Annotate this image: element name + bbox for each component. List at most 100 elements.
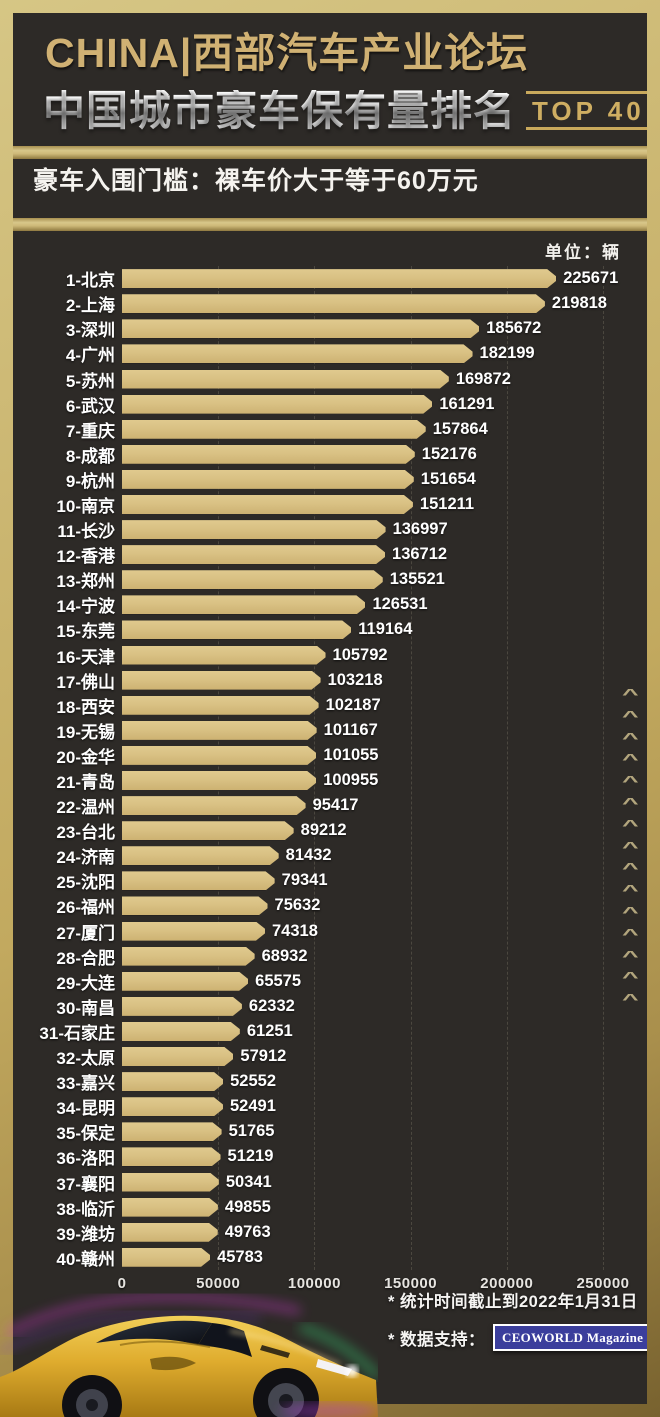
bar-track: 161291: [122, 392, 603, 417]
value-bar: [122, 721, 317, 740]
city-rank-label: 17-佛山: [56, 672, 115, 692]
gridline: [506, 266, 508, 1270]
city-rank-label: 28-合肥: [56, 948, 115, 968]
bar-track: 52491: [122, 1094, 603, 1119]
value-bar: [122, 495, 413, 514]
value-bar: [122, 696, 319, 715]
value-label: 136712: [392, 545, 448, 564]
chart-row: 36-洛阳 51219: [13, 1144, 647, 1169]
city-rank-label: 26-福州: [56, 898, 115, 918]
value-bar: [122, 922, 265, 941]
value-bar: [122, 520, 386, 539]
value-bar: [122, 896, 268, 915]
chevron-up-icon: ^: [622, 860, 639, 878]
value-label: 52552: [230, 1072, 276, 1091]
chart-row: 19-无锡 101167: [13, 718, 647, 743]
data-support-label: * 数据支持：: [388, 1330, 486, 1349]
value-label: 157864: [432, 419, 488, 438]
city-rank-label: 22-温州: [56, 798, 115, 818]
city-rank-label: 24-济南: [56, 848, 115, 868]
value-bar: [122, 1248, 210, 1267]
bar-track: 65575: [122, 969, 603, 994]
value-label: 219818: [551, 294, 607, 313]
chart-row: 40-赣州 45783: [13, 1245, 647, 1270]
chart-row: 12-香港 136712: [13, 542, 647, 567]
value-bar: [122, 1072, 223, 1091]
chevron-up-icon: ^: [622, 729, 639, 747]
chevron-up-icon: ^: [622, 816, 639, 834]
value-bar: [122, 746, 316, 765]
value-bar: [122, 319, 479, 338]
city-rank-label: 36-洛阳: [56, 1149, 115, 1169]
chevron-up-icon: ^: [622, 751, 639, 769]
value-bar: [122, 1097, 223, 1116]
value-label: 61251: [246, 1021, 293, 1040]
value-bar: [122, 294, 545, 313]
chart-row: 6-武汉 161291: [13, 392, 647, 417]
city-rank-label: 40-赣州: [56, 1249, 115, 1269]
city-rank-label: 11-长沙: [57, 522, 115, 542]
chevron-up-icon: ^: [622, 903, 639, 921]
bar-track: 151211: [122, 492, 603, 517]
value-label: 102187: [325, 695, 381, 714]
chart-row: 39-潍坊 49763: [13, 1220, 647, 1245]
bar-track: 57912: [122, 1044, 603, 1069]
city-rank-label: 37-襄阳: [56, 1174, 115, 1194]
chart-row: 11-长沙 136997: [13, 517, 647, 542]
chart-row: 5-苏州 169872: [13, 366, 647, 391]
chart-row: 27-厦门 74318: [13, 919, 647, 944]
city-rank-label: 35-保定: [56, 1124, 115, 1144]
bar-track: 101055: [122, 743, 603, 768]
value-label: 119164: [358, 620, 413, 639]
value-bar: [122, 620, 351, 639]
bar-track: 135521: [122, 567, 603, 592]
value-label: 68932: [261, 946, 308, 965]
city-rank-label: 39-潍坊: [56, 1224, 115, 1244]
city-rank-label: 1-北京: [65, 271, 115, 291]
chart-row: 8-成都 152176: [13, 442, 647, 467]
chart-row: 2-上海 219818: [13, 291, 647, 316]
chart-panel: CHINA|西部汽车产业论坛 中国城市豪车保有量排名 TOP 40 豪车入围门槛…: [13, 13, 647, 1404]
chart-row: 15-东莞 119164: [13, 617, 647, 642]
bar-track: 136997: [122, 517, 603, 542]
chart-row: 16-天津 105792: [13, 643, 647, 668]
value-label: 101055: [323, 745, 379, 764]
bar-track: 126531: [122, 592, 603, 617]
bar-track: 81432: [122, 843, 603, 868]
axis-tick-label: 100000: [287, 1274, 341, 1292]
gridline: [218, 266, 220, 1270]
city-rank-label: 38-临沂: [56, 1199, 115, 1219]
bar-track: 75632: [122, 893, 603, 918]
chart-row: 29-大连 65575: [13, 969, 647, 994]
city-rank-label: 32-太原: [56, 1049, 115, 1069]
bar-track: 102187: [122, 693, 603, 718]
bar-track: 119164: [122, 617, 603, 642]
value-label: 50341: [225, 1172, 272, 1191]
bar-track: 89212: [122, 818, 603, 843]
unit-label: 单位：辆: [545, 243, 621, 263]
axis-tick-label: 0: [117, 1274, 127, 1292]
gridline: [603, 266, 604, 1270]
value-label: 51765: [228, 1122, 275, 1141]
value-label: 185672: [486, 319, 542, 338]
value-label: 135521: [389, 570, 445, 589]
chevron-up-icon: ^: [622, 794, 639, 812]
bar-track: 62332: [122, 994, 603, 1019]
forum-title: CHINA|西部汽车产业论坛: [45, 30, 529, 76]
bar-track: 79341: [122, 868, 603, 893]
gold-divider-bottom: [13, 218, 647, 232]
chart-row: 25-沈阳 79341: [13, 868, 647, 893]
bar-track: 151654: [122, 467, 603, 492]
gridline: [410, 266, 412, 1270]
bar-track: 50341: [122, 1169, 603, 1194]
chart-row: 7-重庆 157864: [13, 417, 647, 442]
city-rank-label: 21-青岛: [56, 773, 115, 793]
chevron-up-icon: ^: [622, 882, 639, 900]
city-rank-label: 31-石家庄: [39, 1023, 115, 1043]
bar-track: 100955: [122, 768, 603, 793]
bar-track: 51765: [122, 1119, 603, 1144]
city-rank-label: 8-成都: [65, 446, 115, 466]
city-rank-label: 9-杭州: [65, 471, 115, 491]
city-rank-label: 16-天津: [56, 647, 115, 667]
city-rank-label: 13-郑州: [56, 572, 115, 592]
